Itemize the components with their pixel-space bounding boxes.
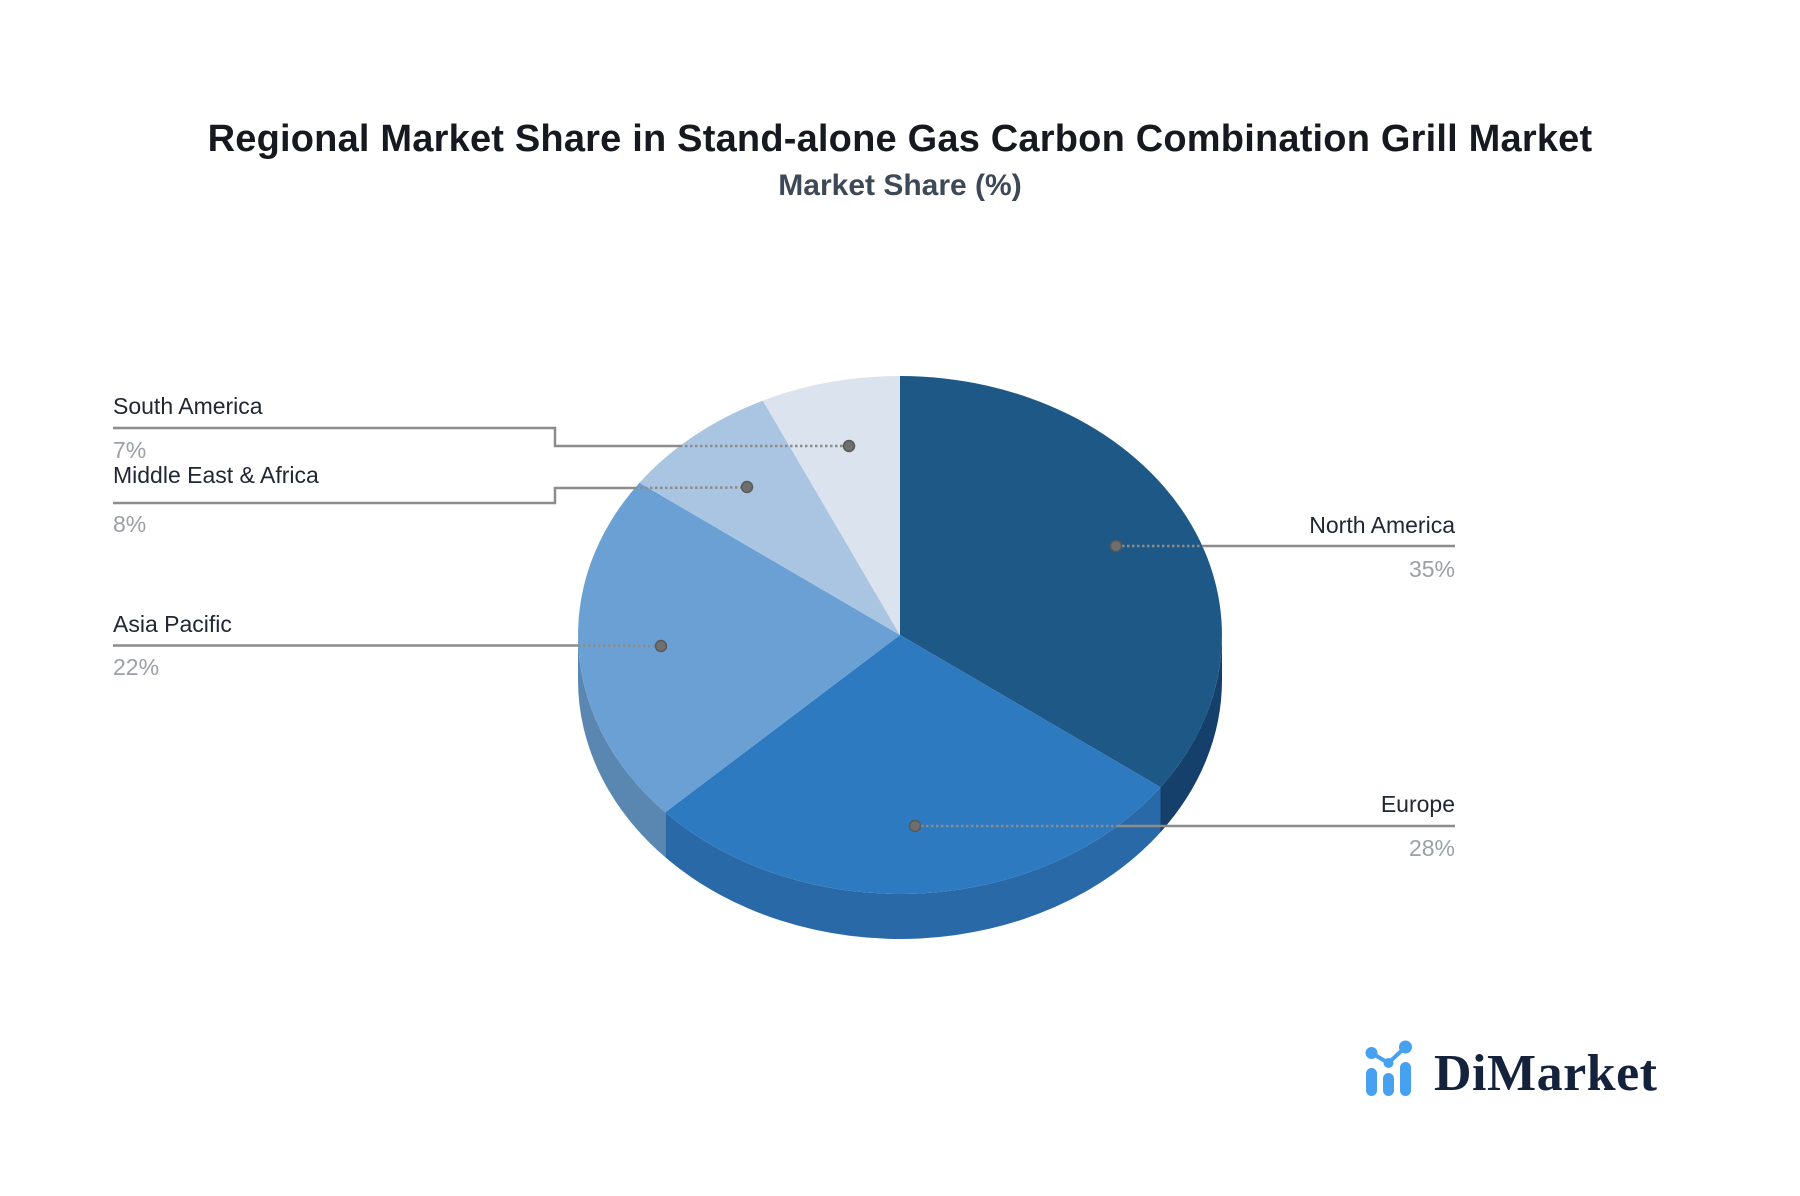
callout-label-south-america: South America: [113, 393, 263, 419]
bar-chart-trend-icon: [1365, 1040, 1412, 1096]
leader-dot-middle-east-africa: [740, 480, 754, 494]
pie-slice-middle-east-africa: [639, 400, 900, 635]
chart-subtitle: Market Share (%): [778, 169, 1022, 202]
leader-line-south-america: [113, 426, 680, 448]
pie-slice-europe: [665, 635, 1161, 894]
callout-value-middle-east-africa: 8%: [113, 511, 147, 537]
pie-slice-asia-pacific: [578, 482, 900, 813]
pie-slice-north-america: [900, 376, 1222, 788]
leader-dot-north-america: [1109, 539, 1123, 553]
callout-label-middle-east-africa: Middle East & Africa: [113, 462, 319, 488]
leader-dot-europe: [908, 819, 922, 833]
brand-logo: DiMarket: [1362, 1040, 1657, 1100]
pie-slice-side-europe: [665, 787, 1161, 939]
chart-title: Regional Market Share in Stand-alone Gas…: [207, 118, 1593, 160]
pie-slice-south-america: [762, 375, 900, 635]
pie-slice-side-north-america: [1160, 635, 1222, 833]
leader-dot-asia-pacific: [654, 639, 668, 653]
callout-label-europe: Europe: [1380, 791, 1455, 817]
leader-dot-south-america: [842, 439, 856, 453]
callout-value-asia-pacific: 22%: [113, 654, 160, 680]
brand-logo-text: DiMarket: [1434, 1045, 1658, 1102]
callout-label-asia-pacific: Asia Pacific: [113, 611, 232, 637]
callout-value-south-america: 7%: [113, 437, 147, 463]
leader-line-middle-east-africa: [113, 486, 635, 505]
pie-slice-side-asia-pacific: [578, 635, 666, 858]
callout-label-north-america: North America: [1309, 512, 1455, 538]
callout-value-europe: 28%: [1408, 835, 1455, 861]
callout-value-north-america: 35%: [1408, 556, 1455, 582]
